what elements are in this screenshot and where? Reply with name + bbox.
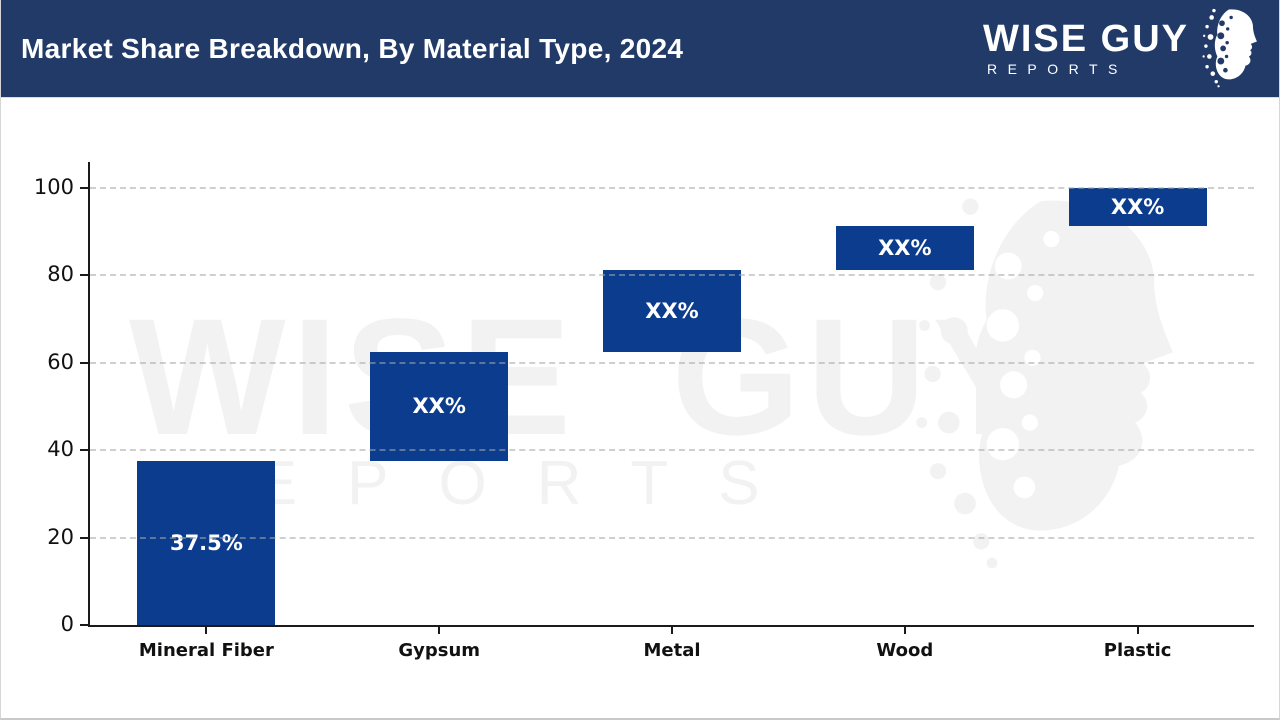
bar: XX% xyxy=(835,225,974,270)
brand-wordmark: WISE GUY xyxy=(982,18,1189,60)
brand-head-icon xyxy=(1202,8,1257,87)
y-tick xyxy=(80,536,88,539)
brand-logo: WISE GUY REPORTS xyxy=(983,6,1265,92)
gridline xyxy=(90,449,1254,452)
gridline xyxy=(90,274,1254,277)
bar: 37.5% xyxy=(137,461,276,625)
bar-label: XX% xyxy=(1110,194,1165,219)
brand-text: WISE GUY REPORTS xyxy=(983,20,1189,77)
gridline xyxy=(90,361,1254,364)
gridline xyxy=(90,186,1254,189)
plot-area: 0 20 40 60 80 100 37.5% Mineral Fiber XX% Gypsum X… xyxy=(34,162,1254,661)
x-tick-label: Mineral Fiber xyxy=(138,640,274,661)
watermark-text: WISE GUY xyxy=(129,285,1050,470)
brand-subtext: REPORTS xyxy=(986,61,1128,77)
header: Market Share Breakdown, By Material Type… xyxy=(1,0,1279,98)
x-tick xyxy=(438,627,441,634)
x-tick xyxy=(1136,627,1139,634)
y-tick-label: 40 xyxy=(47,437,74,462)
y-tick xyxy=(80,624,88,626)
bar: XX% xyxy=(1068,187,1207,226)
bar-label: XX% xyxy=(645,298,699,323)
bar-label: XX% xyxy=(412,394,466,419)
y-tick-label: 20 xyxy=(47,524,74,549)
x-tick xyxy=(903,627,906,634)
bar-label: 37.5% xyxy=(169,530,243,555)
y-tick-label: 60 xyxy=(47,349,74,374)
y-tick xyxy=(80,274,88,277)
x-tick xyxy=(671,627,673,634)
bar: XX% xyxy=(603,269,741,352)
gridline xyxy=(90,536,1254,539)
x-tick xyxy=(205,627,208,634)
bar: XX% xyxy=(370,351,509,461)
x-tick-label: Plastic xyxy=(1103,640,1172,661)
x-tick-label: Metal xyxy=(643,640,701,661)
y-tick-label: 100 xyxy=(33,174,74,199)
y-tick xyxy=(80,186,88,189)
x-tick-label: Gypsum xyxy=(398,640,481,661)
page-title: Market Share Breakdown, By Material Type… xyxy=(21,32,684,64)
y-tick-label: 80 xyxy=(47,262,74,287)
y-tick-label: 0 xyxy=(60,612,74,636)
y-axis xyxy=(88,162,90,625)
bar-label: XX% xyxy=(878,235,932,260)
y-tick xyxy=(80,449,88,452)
x-tick-label: Wood xyxy=(876,640,934,661)
x-axis xyxy=(88,625,1254,627)
y-tick xyxy=(80,361,88,364)
